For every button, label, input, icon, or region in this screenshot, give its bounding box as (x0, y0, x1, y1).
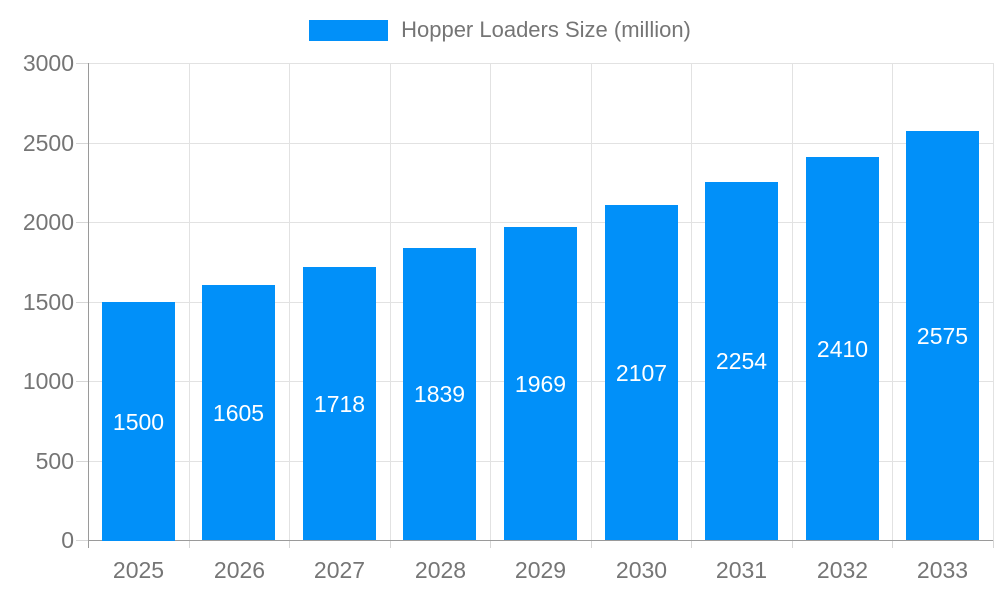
x-axis-tick (691, 540, 692, 548)
gridline-vertical (993, 63, 994, 540)
gridline-vertical (390, 63, 391, 540)
gridline-horizontal (88, 143, 993, 144)
y-axis-label: 1000 (22, 368, 74, 394)
bar-value-label: 2410 (816, 335, 869, 362)
bar-2030[interactable]: 2107 (605, 205, 678, 540)
gridline-vertical (189, 63, 190, 540)
x-axis-label: 2031 (715, 557, 768, 583)
x-axis-line (88, 540, 993, 541)
x-axis-label: 2027 (313, 557, 366, 583)
y-axis-tick (76, 381, 88, 382)
bar-2033[interactable]: 2575 (906, 131, 979, 540)
x-axis-tick (189, 540, 190, 548)
bar-value-label: 2575 (916, 322, 969, 349)
x-axis-tick (792, 540, 793, 548)
gridline-vertical (792, 63, 793, 540)
y-axis-label: 3000 (22, 50, 74, 76)
x-axis-label: 2025 (112, 557, 165, 583)
y-axis-tick (76, 461, 88, 462)
x-axis-label: 2032 (816, 557, 869, 583)
x-axis-tick (591, 540, 592, 548)
gridline-horizontal (88, 63, 993, 64)
gridline-vertical (289, 63, 290, 540)
y-axis-label: 2000 (22, 209, 74, 235)
bar-2026[interactable]: 1605 (202, 285, 275, 540)
y-axis-tick (76, 540, 88, 541)
x-axis-label: 2033 (916, 557, 969, 583)
x-axis-tick (892, 540, 893, 548)
bar-2027[interactable]: 1718 (303, 267, 376, 540)
x-axis-tick (390, 540, 391, 548)
bar-2028[interactable]: 1839 (403, 248, 476, 540)
gridline-vertical (591, 63, 592, 540)
y-axis-tick (76, 302, 88, 303)
bar-value-label: 1969 (514, 370, 567, 397)
gridline-horizontal (88, 222, 993, 223)
legend-label: Hopper Loaders Size (million) (401, 17, 691, 42)
bar-2032[interactable]: 2410 (806, 157, 879, 540)
bar-2029[interactable]: 1969 (504, 227, 577, 540)
x-axis-tick (490, 540, 491, 548)
y-axis-tick (76, 222, 88, 223)
x-axis-label: 2026 (213, 557, 266, 583)
x-axis-label: 2030 (615, 557, 668, 583)
legend-swatch-icon (309, 19, 389, 41)
gridline-vertical (490, 63, 491, 540)
x-axis-label: 2029 (514, 557, 567, 583)
legend-item-hopper-loaders[interactable]: Hopper Loaders Size (million) (309, 17, 691, 43)
bar-value-label: 1605 (212, 399, 265, 426)
y-axis-label: 0 (61, 527, 74, 553)
bar-2031[interactable]: 2254 (705, 182, 778, 540)
bar-2025[interactable]: 1500 (102, 302, 175, 541)
y-axis-label: 500 (35, 448, 74, 474)
x-axis-tick (993, 540, 994, 548)
bar-value-label: 1718 (313, 390, 366, 417)
y-axis-label: 2500 (22, 130, 74, 156)
legend: Hopper Loaders Size (million) (0, 17, 1000, 43)
bar-value-label: 2107 (615, 359, 668, 386)
bar-value-label: 1500 (112, 408, 165, 435)
bar-value-label: 2254 (715, 348, 768, 374)
bar-value-label: 1839 (413, 381, 466, 407)
x-axis-label: 2028 (414, 557, 467, 583)
y-axis-label: 1500 (22, 289, 74, 315)
gridline-vertical (892, 63, 893, 540)
gridline-vertical (691, 63, 692, 540)
x-axis-tick (289, 540, 290, 548)
y-axis-line (88, 63, 89, 548)
y-axis-tick (76, 143, 88, 144)
y-axis-tick (76, 63, 88, 64)
